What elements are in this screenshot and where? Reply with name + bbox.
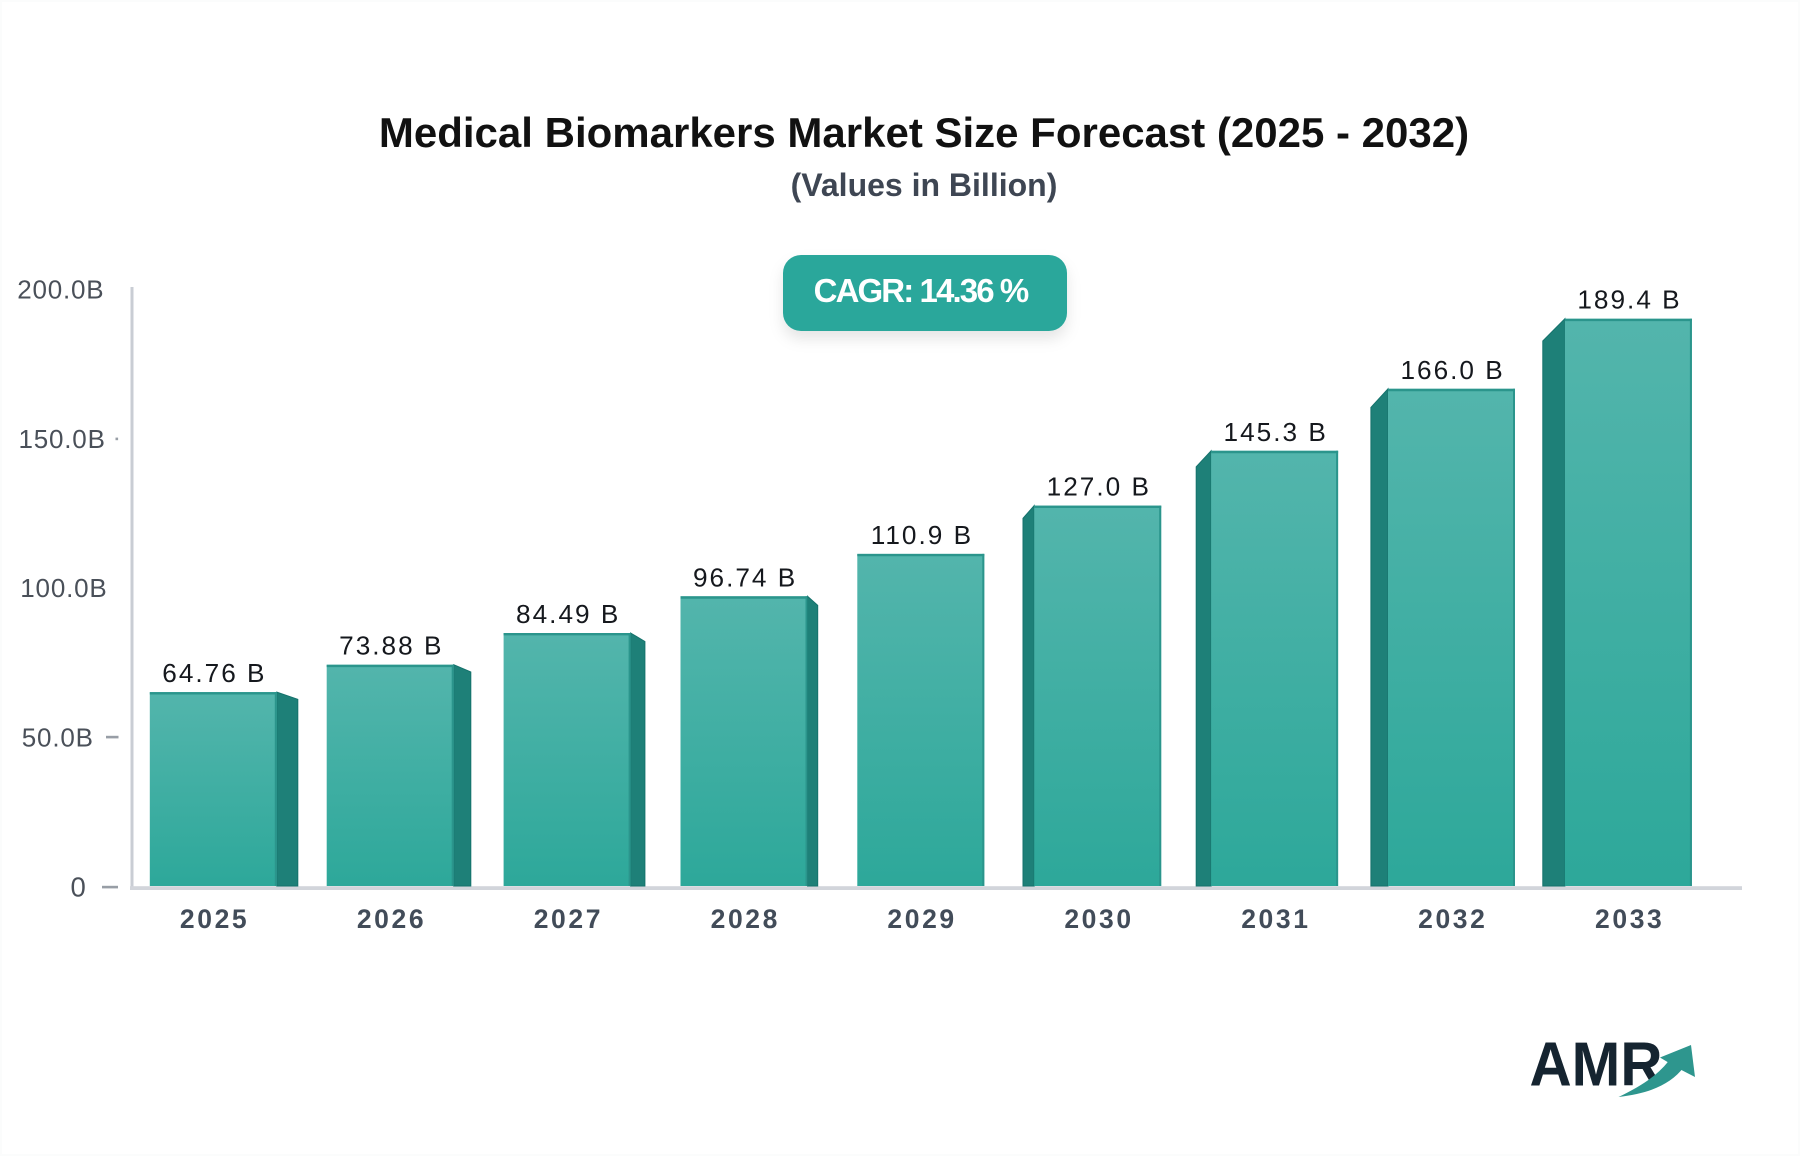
svg-text:0: 0 [71, 872, 86, 903]
svg-text:2033: 2033 [1595, 904, 1664, 934]
svg-text:2025: 2025 [180, 904, 249, 934]
svg-text:2031: 2031 [1241, 904, 1310, 934]
svg-text:84.49 B: 84.49 B [516, 599, 620, 629]
svg-text:50.0B: 50.0B [22, 723, 94, 753]
svg-text:110.9 B: 110.9 B [871, 520, 973, 550]
svg-text:100.0B: 100.0B [20, 573, 107, 603]
svg-text:2030: 2030 [1064, 904, 1133, 934]
svg-text:2029: 2029 [887, 904, 956, 934]
svg-text:2026: 2026 [357, 904, 426, 934]
svg-text:150.0B: 150.0B [19, 424, 106, 454]
svg-text:73.88 B: 73.88 B [339, 631, 443, 661]
svg-text:64.76 B: 64.76 B [162, 658, 266, 688]
svg-text:2028: 2028 [711, 904, 780, 934]
svg-text:200.0B: 200.0B [17, 275, 104, 305]
svg-text:166.0 B: 166.0 B [1400, 355, 1504, 385]
svg-text:2032: 2032 [1418, 904, 1487, 934]
svg-text:189.4 B: 189.4 B [1577, 285, 1681, 315]
svg-text:(Values in Billion): (Values in Billion) [791, 167, 1058, 203]
svg-text:CAGR: 14.36 %: CAGR: 14.36 % [814, 272, 1029, 309]
svg-text:Medical Biomarkers Market Size: Medical Biomarkers Market Size Forecast … [379, 109, 1469, 156]
svg-text:127.0 B: 127.0 B [1047, 472, 1151, 502]
svg-text:2027: 2027 [534, 904, 603, 934]
svg-text:96.74 B: 96.74 B [693, 562, 797, 592]
svg-text:145.3 B: 145.3 B [1224, 417, 1328, 447]
